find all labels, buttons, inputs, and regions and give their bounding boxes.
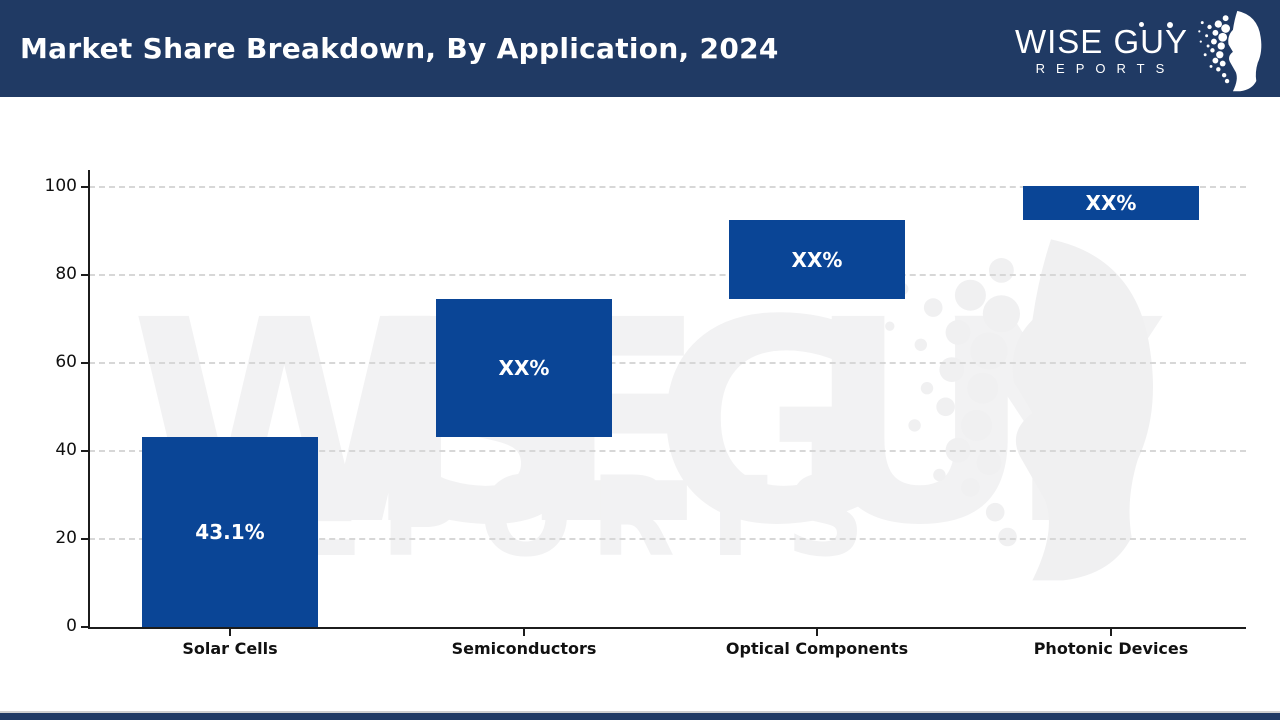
page-title: Market Share Breakdown, By Application, …: [20, 32, 779, 65]
y-tick-label-0: 0: [66, 616, 77, 636]
bar-value-label: 43.1%: [195, 520, 265, 545]
bar-value-label: XX%: [498, 356, 550, 381]
gridline-y-80: [89, 274, 1246, 276]
y-tick-20: [81, 538, 88, 540]
bar-optical-components: XX%: [729, 220, 905, 300]
y-tick-100: [81, 186, 88, 188]
x-tick-3: [1110, 629, 1112, 636]
category-label: Solar Cells: [182, 639, 278, 658]
category-label: Semiconductors: [451, 639, 597, 658]
gridline-y-100: [89, 186, 1246, 188]
gridline-y-20: [89, 538, 1246, 540]
bar-solar-cells: 43.1%: [142, 437, 318, 627]
y-tick-label-60: 60: [55, 352, 77, 372]
brand-name: WISE GUY: [1014, 23, 1188, 60]
category-label: Photonic Devices: [1033, 639, 1189, 658]
header-bar: Market Share Breakdown, By Application, …: [0, 0, 1280, 97]
logo-dot-icon: [1166, 22, 1173, 28]
waterfall-chart: WISE GUY R E P O R T S 02040608010043.1%…: [0, 97, 1280, 713]
y-tick-40: [81, 450, 88, 452]
x-tick-1: [523, 629, 525, 636]
bar-value-label: XX%: [1085, 190, 1137, 215]
logo-dot-icon: [1138, 22, 1144, 27]
bar-photonic-devices: XX%: [1023, 185, 1199, 220]
bar-semiconductors: XX%: [436, 299, 612, 438]
y-tick-60: [81, 362, 88, 364]
bar-value-label: XX%: [791, 247, 843, 272]
y-tick-label-100: 100: [44, 176, 77, 196]
x-axis-spine: [88, 627, 1246, 629]
gridline-y-60: [89, 362, 1246, 364]
x-tick-0: [229, 629, 231, 636]
brand-subname: REPORTS: [1035, 61, 1176, 76]
y-tick-label-20: 20: [55, 528, 77, 548]
y-tick-label-40: 40: [55, 440, 77, 460]
category-label: Optical Components: [725, 639, 909, 658]
footer-bar: [0, 711, 1280, 720]
x-tick-2: [816, 629, 818, 636]
brand-logo: WISE GUY REPORTS: [1015, 8, 1268, 92]
logo-face-icon: [1198, 10, 1262, 92]
y-tick-80: [81, 274, 88, 276]
brand-logo-text: WISE GUY REPORTS: [1014, 22, 1188, 76]
y-tick-0: [81, 626, 88, 628]
y-axis-spine: [88, 170, 90, 629]
gridline-y-40: [89, 450, 1246, 452]
y-tick-label-80: 80: [55, 264, 77, 284]
